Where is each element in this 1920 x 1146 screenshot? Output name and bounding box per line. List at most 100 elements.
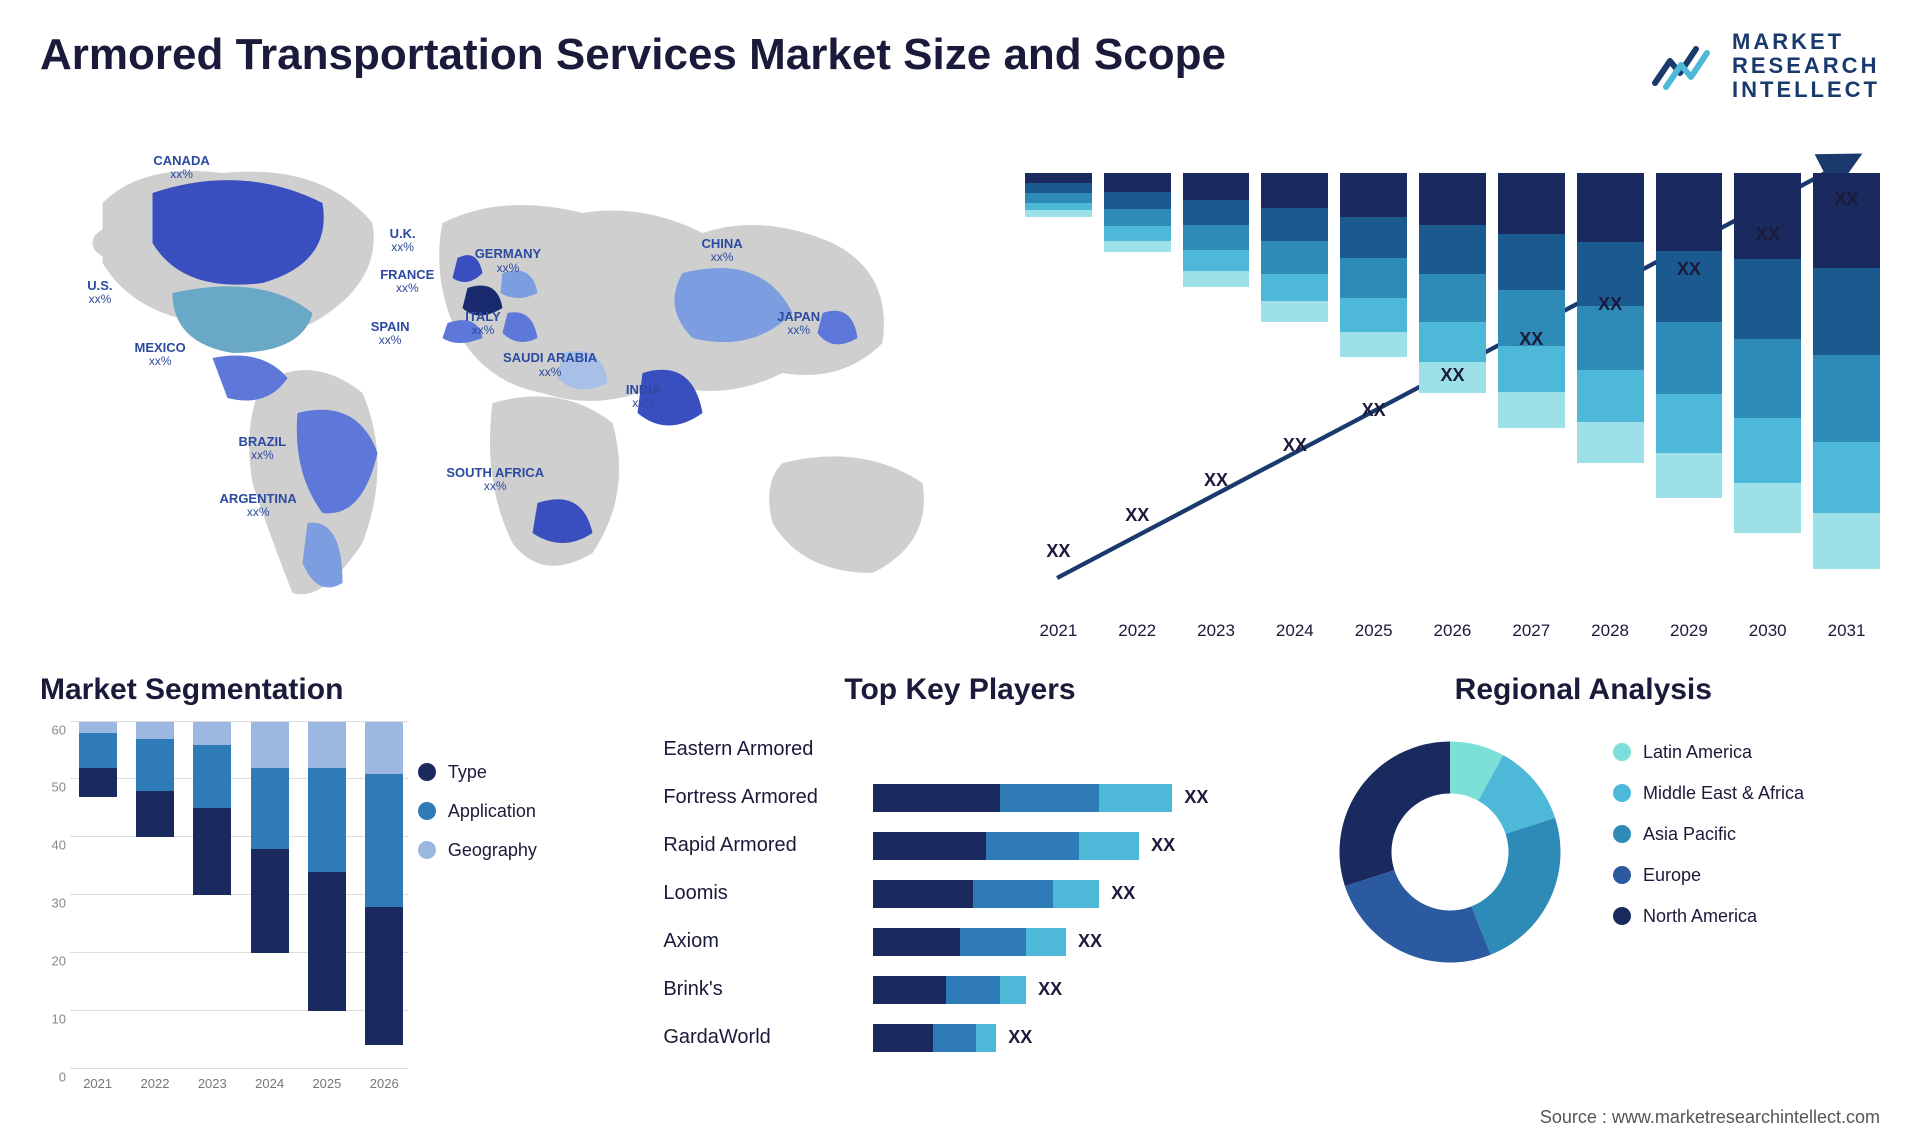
player-name: Fortress Armored — [663, 786, 873, 809]
logo-line1: MARKET — [1732, 30, 1880, 54]
map-label-argentina: ARGENTINAxx% — [220, 492, 297, 519]
segmentation-chart: 0102030405060202120222023202420252026 — [40, 722, 408, 1093]
segmentation-title: Market Segmentation — [40, 673, 633, 707]
segmentation-bar-2025: 2025 — [303, 722, 350, 1069]
map-label-u-s-: U.S.xx% — [87, 279, 112, 306]
source-text: Source : www.marketresearchintellect.com — [1540, 1107, 1880, 1128]
segmentation-legend-item: Type — [418, 762, 633, 783]
brand-logo: MARKET RESEARCH INTELLECT — [1652, 30, 1880, 103]
map-label-mexico: MEXICOxx% — [135, 341, 186, 368]
regional-legend-item: Latin America — [1613, 742, 1880, 763]
forecast-bar-2026: XX2026 — [1419, 173, 1486, 613]
legend-dot-icon — [1613, 784, 1631, 802]
forecast-bar-2022: XX2022 — [1104, 173, 1171, 613]
forecast-year-label: 2026 — [1434, 621, 1472, 641]
player-name: GardaWorld — [663, 1026, 873, 1049]
player-row: GardaWorldXX — [663, 1020, 1256, 1056]
segmentation-bar-2022: 2022 — [131, 722, 178, 1069]
player-row: LoomisXX — [663, 876, 1256, 912]
legend-dot-icon — [418, 763, 436, 781]
legend-dot-icon — [1613, 825, 1631, 843]
segmentation-legend: Type Application Geography — [408, 722, 633, 1093]
legend-dot-icon — [418, 802, 436, 820]
map-label-brazil: BRAZILxx% — [238, 435, 286, 462]
forecast-year-label: 2024 — [1276, 621, 1314, 641]
page-title: Armored Transportation Services Market S… — [40, 30, 1226, 80]
forecast-value-label: XX — [1261, 435, 1328, 456]
player-value: XX — [1078, 931, 1102, 952]
forecast-value-label: XX — [1183, 470, 1250, 491]
forecast-value-label: XX — [1498, 329, 1565, 350]
regional-legend-item: North America — [1613, 906, 1880, 927]
donut-slice — [1339, 741, 1450, 886]
forecast-chart-panel: XX2021XX2022XX2023XX2024XX2025XX2026XX20… — [1025, 123, 1880, 643]
forecast-year-label: 2028 — [1591, 621, 1629, 641]
players-title: Top Key Players — [663, 673, 1256, 707]
regional-legend-item: Middle East & Africa — [1613, 783, 1880, 804]
map-label-france: FRANCExx% — [380, 268, 434, 295]
player-value: XX — [1184, 787, 1208, 808]
forecast-bar-2030: XX2030 — [1734, 173, 1801, 613]
legend-dot-icon — [1613, 743, 1631, 761]
map-label-spain: SPAINxx% — [371, 320, 410, 347]
forecast-value-label: XX — [1656, 259, 1723, 280]
forecast-year-label: 2021 — [1039, 621, 1077, 641]
player-name: Rapid Armored — [663, 834, 873, 857]
forecast-value-label: XX — [1419, 365, 1486, 386]
player-name: Brink's — [663, 978, 873, 1001]
forecast-year-label: 2027 — [1512, 621, 1550, 641]
player-name: Eastern Armored — [663, 738, 873, 761]
world-map — [40, 123, 985, 643]
logo-line3: INTELLECT — [1732, 78, 1880, 102]
forecast-bar-2021: XX2021 — [1025, 173, 1092, 613]
map-label-india: INDIAxx% — [626, 383, 661, 410]
forecast-bar-2028: XX2028 — [1577, 173, 1644, 613]
forecast-value-label: XX — [1813, 189, 1880, 210]
segmentation-bar-2024: 2024 — [246, 722, 293, 1069]
segmentation-legend-item: Application — [418, 801, 633, 822]
segmentation-legend-item: Geography — [418, 840, 633, 861]
map-label-germany: GERMANYxx% — [475, 247, 541, 274]
player-name: Axiom — [663, 930, 873, 953]
map-label-u-k-: U.K.xx% — [390, 227, 416, 254]
player-value: XX — [1038, 979, 1062, 1000]
donut-slice — [1345, 870, 1491, 962]
donut-slice — [1471, 817, 1560, 954]
logo-mark-icon — [1652, 41, 1722, 91]
regional-panel: Regional Analysis Latin America Middle Ea… — [1287, 673, 1880, 1093]
forecast-bar-2027: XX2027 — [1498, 173, 1565, 613]
forecast-year-label: 2025 — [1355, 621, 1393, 641]
forecast-value-label: XX — [1340, 400, 1407, 421]
forecast-year-label: 2031 — [1828, 621, 1866, 641]
map-label-italy: ITALYxx% — [465, 310, 500, 337]
regional-legend: Latin AmericaMiddle East & AfricaAsia Pa… — [1613, 722, 1880, 1093]
segmentation-panel: Market Segmentation 01020304050602021202… — [40, 673, 633, 1093]
segmentation-bar-2021: 2021 — [74, 722, 121, 1069]
map-label-canada: CANADAxx% — [153, 154, 209, 181]
forecast-bar-2023: XX2023 — [1183, 173, 1250, 613]
player-value: XX — [1151, 835, 1175, 856]
player-row: Eastern Armored — [663, 732, 1256, 768]
forecast-bar-2029: XX2029 — [1656, 173, 1723, 613]
regional-title: Regional Analysis — [1287, 673, 1880, 707]
legend-dot-icon — [1613, 907, 1631, 925]
forecast-year-label: 2030 — [1749, 621, 1787, 641]
regional-legend-item: Europe — [1613, 865, 1880, 886]
forecast-year-label: 2022 — [1118, 621, 1156, 641]
player-row: Fortress Armored XX — [663, 780, 1256, 816]
legend-dot-icon — [418, 841, 436, 859]
player-row: Axiom XX — [663, 924, 1256, 960]
players-chart: Eastern ArmoredFortress ArmoredXXRapid A… — [663, 722, 1256, 1056]
map-label-china: CHINAxx% — [702, 237, 743, 264]
map-label-south-africa: SOUTH AFRICAxx% — [446, 466, 544, 493]
forecast-value-label: XX — [1734, 224, 1801, 245]
player-row: Rapid Armored XX — [663, 828, 1256, 864]
logo-line2: RESEARCH — [1732, 54, 1880, 78]
forecast-year-label: 2029 — [1670, 621, 1708, 641]
forecast-value-label: XX — [1577, 294, 1644, 315]
forecast-bar-2031: XX2031 — [1813, 173, 1880, 613]
player-value: XX — [1111, 883, 1135, 904]
forecast-bar-2025: XX2025 — [1340, 173, 1407, 613]
map-label-saudi-arabia: SAUDI ARABIAxx% — [503, 351, 597, 378]
forecast-value-label: XX — [1104, 505, 1171, 526]
